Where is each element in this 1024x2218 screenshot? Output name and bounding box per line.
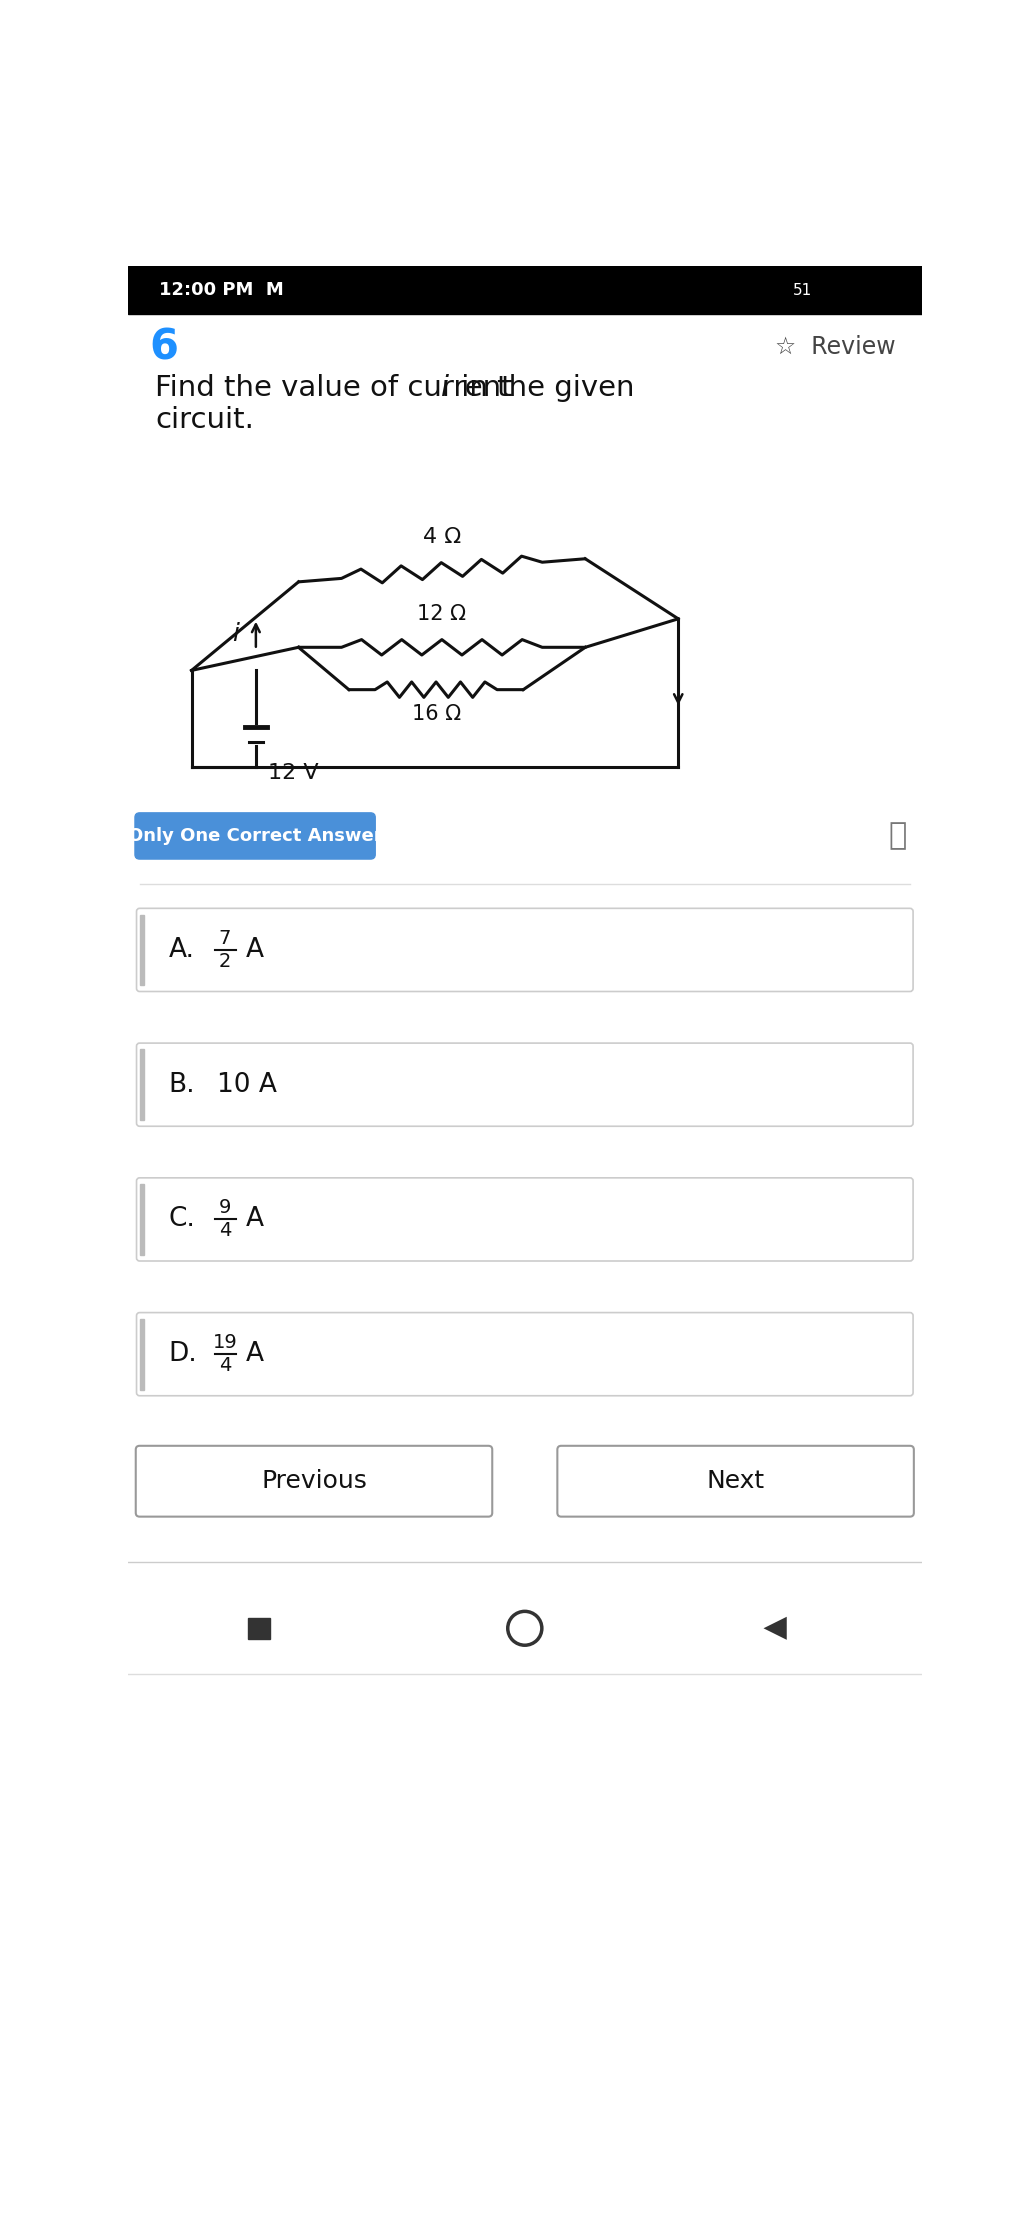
Bar bbox=[248, 1617, 270, 1639]
Text: A: A bbox=[246, 936, 264, 963]
Text: 4: 4 bbox=[219, 1222, 231, 1240]
Text: Find the value of current: Find the value of current bbox=[155, 375, 522, 401]
FancyBboxPatch shape bbox=[557, 1446, 913, 1517]
Text: A.: A. bbox=[168, 936, 195, 963]
Text: 12 Ω: 12 Ω bbox=[418, 603, 466, 623]
Text: 6: 6 bbox=[150, 326, 179, 368]
Text: ☆  Review: ☆ Review bbox=[775, 335, 896, 359]
Polygon shape bbox=[764, 1617, 786, 1639]
Text: 16 Ω: 16 Ω bbox=[412, 703, 461, 723]
Text: 2: 2 bbox=[219, 952, 231, 971]
Bar bbox=[139, 1049, 143, 1120]
FancyBboxPatch shape bbox=[136, 1178, 913, 1262]
Text: A: A bbox=[246, 1207, 264, 1233]
Text: B.: B. bbox=[168, 1071, 195, 1098]
Text: Previous: Previous bbox=[261, 1468, 367, 1493]
FancyBboxPatch shape bbox=[136, 1042, 913, 1127]
Text: Next: Next bbox=[707, 1468, 765, 1493]
Text: 10 A: 10 A bbox=[217, 1071, 278, 1098]
FancyBboxPatch shape bbox=[135, 812, 375, 858]
FancyBboxPatch shape bbox=[136, 909, 913, 991]
FancyBboxPatch shape bbox=[136, 1313, 913, 1395]
Text: i: i bbox=[441, 375, 450, 401]
Bar bbox=[128, 266, 922, 315]
Bar bbox=[139, 914, 143, 985]
Text: 19: 19 bbox=[213, 1333, 238, 1353]
Text: 4: 4 bbox=[219, 1355, 231, 1375]
Text: D.: D. bbox=[168, 1342, 197, 1366]
Text: 4 Ω: 4 Ω bbox=[423, 528, 461, 548]
Text: C.: C. bbox=[168, 1207, 196, 1233]
Text: 12:00 PM  M: 12:00 PM M bbox=[159, 282, 284, 299]
Text: 12 V: 12 V bbox=[267, 763, 318, 783]
Bar bbox=[139, 1320, 143, 1391]
Text: in the given: in the given bbox=[452, 375, 635, 401]
FancyBboxPatch shape bbox=[136, 1446, 493, 1517]
Text: circuit.: circuit. bbox=[155, 406, 254, 435]
Text: Only One Correct Answer: Only One Correct Answer bbox=[128, 827, 382, 845]
Text: 51: 51 bbox=[793, 282, 812, 297]
Text: A: A bbox=[246, 1342, 264, 1366]
Text: 9: 9 bbox=[219, 1198, 231, 1218]
Text: 7: 7 bbox=[219, 929, 231, 947]
Text: i: i bbox=[231, 623, 239, 645]
Text: ⓘ: ⓘ bbox=[889, 821, 906, 849]
Bar bbox=[139, 1184, 143, 1255]
